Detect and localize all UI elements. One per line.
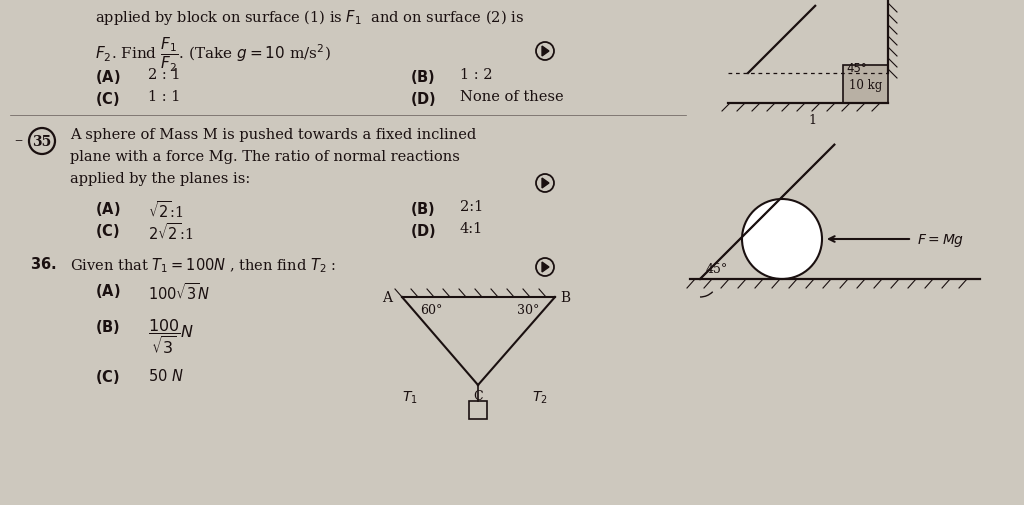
Polygon shape bbox=[542, 263, 549, 272]
Text: 1 : 1: 1 : 1 bbox=[148, 90, 180, 104]
Text: $\sqrt{2}$:1: $\sqrt{2}$:1 bbox=[148, 199, 184, 221]
Text: $100\sqrt{3}N$: $100\sqrt{3}N$ bbox=[148, 281, 210, 302]
Text: $\mathbf{(D)}$: $\mathbf{(D)}$ bbox=[410, 222, 436, 239]
Text: 45°: 45° bbox=[846, 62, 866, 75]
Text: 35: 35 bbox=[33, 135, 51, 148]
Text: $F_2$. Find $\dfrac{F_1}{F_2}$. (Take $g = 10$ m/s$^2$): $F_2$. Find $\dfrac{F_1}{F_2}$. (Take $g… bbox=[95, 36, 331, 74]
Text: 4:1: 4:1 bbox=[460, 222, 483, 235]
Text: plane with a force Mg. The ratio of normal reactions: plane with a force Mg. The ratio of norm… bbox=[70, 149, 460, 164]
Polygon shape bbox=[542, 179, 549, 188]
Text: 1 : 2: 1 : 2 bbox=[460, 68, 493, 82]
Text: $2\sqrt{2}$:1: $2\sqrt{2}$:1 bbox=[148, 222, 194, 242]
Text: $T_1$: $T_1$ bbox=[402, 389, 418, 406]
Text: $\mathbf{(A)}$: $\mathbf{(A)}$ bbox=[95, 68, 121, 86]
Bar bbox=[843, 66, 888, 104]
Text: $\mathbf{(D)}$: $\mathbf{(D)}$ bbox=[410, 90, 436, 108]
Text: $\mathbf{(C)}$: $\mathbf{(C)}$ bbox=[95, 367, 120, 385]
Text: 60°: 60° bbox=[420, 304, 442, 316]
Bar bbox=[469, 401, 487, 419]
Text: $\dfrac{100}{\sqrt{3}}N$: $\dfrac{100}{\sqrt{3}}N$ bbox=[148, 317, 195, 357]
Text: $\mathbf{(B)}$: $\mathbf{(B)}$ bbox=[95, 317, 120, 335]
Polygon shape bbox=[542, 47, 549, 57]
Text: 2 : 1: 2 : 1 bbox=[148, 68, 180, 82]
Text: A: A bbox=[382, 290, 392, 305]
Text: $\mathbf{(C)}$: $\mathbf{(C)}$ bbox=[95, 90, 120, 108]
Text: applied by block on surface (1) is $F_1$  and on surface (2) is: applied by block on surface (1) is $F_1$… bbox=[95, 8, 524, 27]
Text: –: – bbox=[14, 132, 23, 148]
Circle shape bbox=[742, 199, 822, 279]
Text: 10 kg: 10 kg bbox=[849, 78, 882, 91]
Text: $50\ N$: $50\ N$ bbox=[148, 367, 184, 383]
Text: B: B bbox=[560, 290, 570, 305]
Text: 30°: 30° bbox=[517, 304, 540, 316]
Text: $\mathbf{(B)}$: $\mathbf{(B)}$ bbox=[410, 199, 435, 218]
Text: A sphere of Mass M is pushed towards a fixed inclined: A sphere of Mass M is pushed towards a f… bbox=[70, 128, 476, 142]
Text: 1: 1 bbox=[808, 114, 816, 127]
Text: $\mathbf{(C)}$: $\mathbf{(C)}$ bbox=[95, 222, 120, 239]
Text: $T_2$: $T_2$ bbox=[532, 389, 548, 406]
Text: 45°: 45° bbox=[706, 263, 728, 275]
Text: Given that $T_1 = 100N$ , then find $T_2$ :: Given that $T_1 = 100N$ , then find $T_2… bbox=[70, 256, 336, 274]
Text: $\mathbf{36.}$: $\mathbf{36.}$ bbox=[30, 256, 56, 272]
Text: $F = Mg$: $F = Mg$ bbox=[918, 231, 965, 248]
Text: applied by the planes is:: applied by the planes is: bbox=[70, 172, 250, 186]
Text: None of these: None of these bbox=[460, 90, 563, 104]
Text: C: C bbox=[473, 389, 482, 402]
Text: $\mathbf{(A)}$: $\mathbf{(A)}$ bbox=[95, 281, 121, 299]
Text: 2:1: 2:1 bbox=[460, 199, 483, 214]
Text: $\mathbf{(A)}$: $\mathbf{(A)}$ bbox=[95, 199, 121, 218]
Text: $\mathbf{(B)}$: $\mathbf{(B)}$ bbox=[410, 68, 435, 86]
